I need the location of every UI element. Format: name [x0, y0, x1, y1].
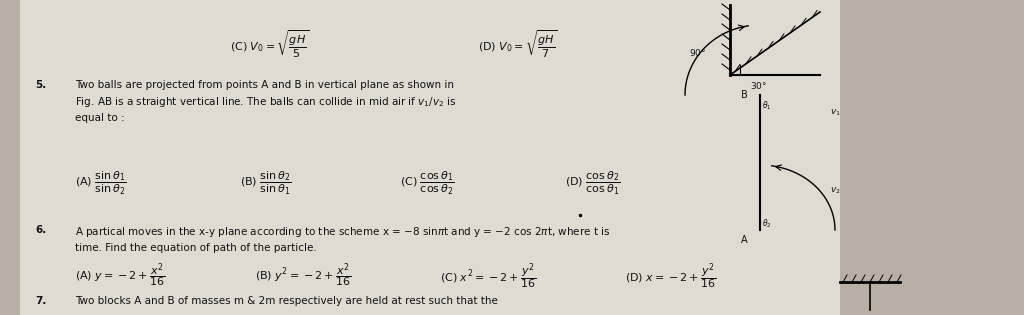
Text: (C) $V_0 = \sqrt{\dfrac{gH}{5}}$: (C) $V_0 = \sqrt{\dfrac{gH}{5}}$ — [230, 28, 309, 60]
Text: A: A — [741, 235, 748, 245]
Bar — [840, 0, 1024, 315]
Text: (B) $y^2 = -2 + \dfrac{x^2}{16}$: (B) $y^2 = -2 + \dfrac{x^2}{16}$ — [255, 262, 351, 290]
Text: $\theta_2$: $\theta_2$ — [762, 218, 771, 231]
Text: 5.: 5. — [35, 80, 46, 90]
Text: $v_1$: $v_1$ — [830, 108, 841, 118]
Text: (D) $\dfrac{\cos\theta_2}{\cos\theta_1}$: (D) $\dfrac{\cos\theta_2}{\cos\theta_1}$ — [565, 170, 621, 197]
Text: (C) $\dfrac{\cos\theta_1}{\cos\theta_2}$: (C) $\dfrac{\cos\theta_1}{\cos\theta_2}$ — [400, 170, 455, 197]
Text: (D) $V_0 = \sqrt{\dfrac{gH}{7}}$: (D) $V_0 = \sqrt{\dfrac{gH}{7}}$ — [478, 28, 558, 60]
Text: A partical moves in the x-y plane according to the scheme x = $-$8 sin$\pi$t and: A partical moves in the x-y plane accord… — [75, 225, 610, 253]
Text: Two balls are projected from points A and B in vertical plane as shown in
Fig. A: Two balls are projected from points A an… — [75, 80, 457, 123]
Text: $v_2$: $v_2$ — [830, 185, 841, 196]
Text: (A) $\dfrac{\sin\theta_1}{\sin\theta_2}$: (A) $\dfrac{\sin\theta_1}{\sin\theta_2}$ — [75, 170, 127, 197]
Text: $90°$: $90°$ — [689, 47, 706, 58]
Bar — [20, 0, 840, 315]
Text: Two blocks A and B of masses m & 2m respectively are held at rest such that the: Two blocks A and B of masses m & 2m resp… — [75, 296, 498, 306]
Text: 7.: 7. — [35, 296, 46, 306]
Text: 6.: 6. — [35, 225, 46, 235]
Text: B: B — [741, 90, 748, 100]
Text: (D) $x = -2 + \dfrac{y^2}{16}$: (D) $x = -2 + \dfrac{y^2}{16}$ — [625, 262, 717, 292]
Text: $30°$: $30°$ — [750, 80, 767, 91]
Text: (B) $\dfrac{\sin\theta_2}{\sin\theta_1}$: (B) $\dfrac{\sin\theta_2}{\sin\theta_1}$ — [240, 170, 292, 197]
Text: $\theta_1$: $\theta_1$ — [762, 100, 771, 112]
Text: (A) $y = -2 + \dfrac{x^2}{16}$: (A) $y = -2 + \dfrac{x^2}{16}$ — [75, 262, 166, 290]
Text: (C) $x^2 = -2 + \dfrac{y^2}{16}$: (C) $x^2 = -2 + \dfrac{y^2}{16}$ — [440, 262, 537, 292]
